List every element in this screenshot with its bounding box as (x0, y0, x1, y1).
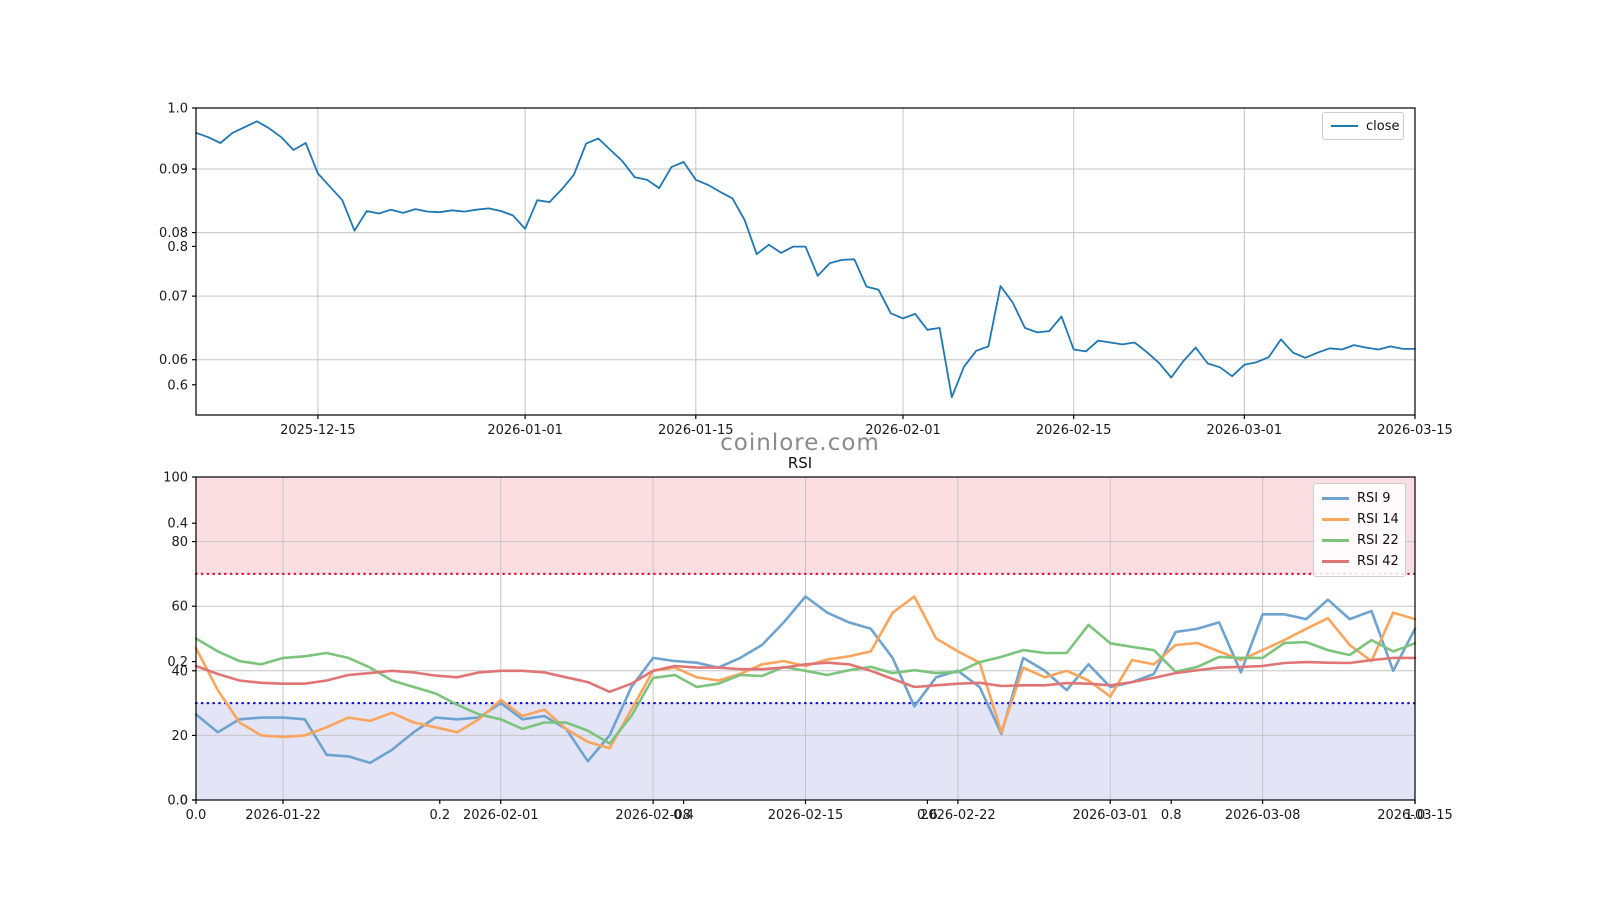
overlay-x-tick-label: 0.0 (186, 808, 207, 823)
x-tick-label: 2026-03-15 (1377, 423, 1453, 438)
axes-spines (195, 107, 1416, 416)
x-tick-label: 2026-03-15 (1377, 808, 1453, 823)
y-tick-label: 60 (171, 600, 188, 615)
overlay-y-tick-label: 0.6 (167, 378, 188, 393)
legend-label-rsi22: RSI 22 (1357, 533, 1399, 548)
legend-item-close: close (1331, 117, 1399, 135)
x-tick-label: 2025-12-15 (280, 423, 356, 438)
x-tick-label: 2026-02-01 (865, 423, 941, 438)
x-tick-label: 2026-01-15 (658, 423, 734, 438)
y-tick-label: 0.09 (159, 163, 188, 178)
x-tick-label: 2026-02-22 (920, 808, 996, 823)
rsi22-line-swatch (1322, 539, 1349, 542)
x-tick-label: 2026-01-22 (245, 808, 321, 823)
overlay-y-tick-label: 1.0 (167, 102, 188, 117)
legend-label-rsi14: RSI 14 (1357, 512, 1399, 527)
legend-item-rsi9: RSI 9 (1322, 488, 1395, 509)
y-tick-label: 0.07 (159, 290, 188, 305)
y-tick-label: 100 (163, 471, 188, 486)
overlay-y-tick-label: 0.0 (167, 794, 188, 809)
rsi-9-line (194, 595, 1417, 765)
legend-item-rsi14: RSI 14 (1322, 509, 1399, 530)
rsi42-line-swatch (1322, 560, 1349, 563)
y-tick-label: 0.08 (159, 226, 188, 241)
y-tick-label: 40 (171, 664, 188, 679)
y-tick-label: 80 (171, 535, 188, 550)
overlay-y-tick-label: 0.2 (167, 655, 188, 670)
legend-label-close: close (1366, 118, 1400, 134)
close-line-swatch (1331, 125, 1358, 127)
y-tick-label: 0 (180, 794, 188, 809)
y-tick-label: 0.06 (159, 353, 188, 368)
x-tick-label: 2026-03-08 (1225, 808, 1301, 823)
overlay-x-tick-label: 0.6 (917, 808, 938, 823)
rsi14-line-swatch (1322, 518, 1349, 521)
watermark: coinlore.com (720, 430, 880, 456)
x-tick-label: 2026-01-01 (487, 423, 563, 438)
y-tick-label: 20 (171, 729, 188, 744)
x-tick-label: 2026-03-01 (1207, 423, 1283, 438)
legend-label-rsi9: RSI 9 (1357, 491, 1391, 506)
overlay-y-tick-label: 0.4 (167, 517, 188, 532)
x-tick-label: 2026-02-08 (615, 808, 691, 823)
close-line (195, 120, 1416, 399)
rsi-14-line (194, 595, 1417, 750)
rsi9-line-swatch (1322, 497, 1349, 500)
x-tick-label: 2026-03-01 (1072, 808, 1148, 823)
legend-item-rsi22: RSI 22 (1322, 530, 1399, 551)
rsi-42-line (194, 656, 1417, 694)
overlay-y-tick-label: 0.8 (167, 240, 188, 255)
overlay-x-tick-label: 0.8 (1161, 808, 1182, 823)
overlay-x-tick-label: 1.0 (1405, 808, 1426, 823)
rsi-22-line (194, 623, 1417, 745)
rsi-panel-title: RSI (787, 454, 813, 472)
x-tick-label: 2026-02-01 (463, 808, 539, 823)
legend-label-rsi42: RSI 42 (1357, 554, 1399, 569)
x-tick-label: 2026-02-15 (768, 808, 844, 823)
overlay-x-tick-label: 0.4 (673, 808, 694, 823)
legend-item-rsi42: RSI 42 (1322, 551, 1399, 572)
price-legend: close (1322, 112, 1404, 140)
rsi-legend: RSI 9 RSI 14 RSI 22 RSI 42 (1313, 483, 1406, 577)
overlay-x-tick-label: 0.2 (429, 808, 450, 823)
x-tick-label: 2026-02-15 (1036, 423, 1112, 438)
